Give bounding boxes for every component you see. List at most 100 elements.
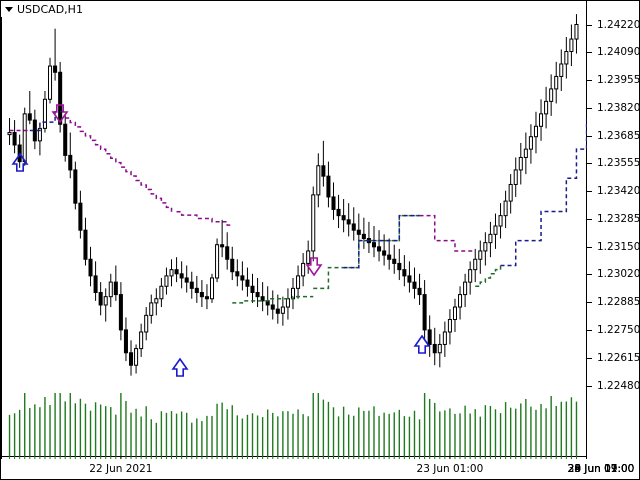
candle-body [93,275,98,294]
symbol-bar[interactable]: USDCAD,H1 [1,1,83,17]
candle-body [78,202,83,231]
candle-body [159,285,164,300]
candle-body [123,329,128,354]
candle-body [230,258,235,273]
price-axis-tick [587,302,592,303]
candle-body [280,306,285,314]
candle-body [235,271,240,277]
sell-signal-arrow-icon[interactable] [305,257,323,277]
price-axis-label: 1.23420 [597,184,640,197]
candle-body [346,219,351,225]
time-axis: 22 Jun 2021 23 Jun 01:00 23 Jun 17:00 24 Ju… [1,463,640,479]
price-axis-label: 1.23685 [597,129,640,142]
candle-body [7,132,12,136]
time-axis-label: 28 Jun 09:00 [567,463,635,475]
price-axis-tick [587,358,592,359]
candle-body [554,75,559,90]
candle-body [154,298,159,304]
candle-body [493,225,498,235]
candle-body [498,215,503,227]
candle-body [341,215,346,221]
candle-body [53,65,58,73]
candle-body [134,348,139,366]
price-plot-area[interactable] [1,1,587,459]
candle-body [260,296,265,302]
candle-body [73,169,78,204]
candle-body [402,269,407,277]
candle-body [42,98,47,129]
candle-body [58,71,63,125]
candle-body [199,292,204,298]
price-axis-label: 1.22885 [597,295,640,308]
candle-body [432,343,437,354]
buy-signal-arrow-icon[interactable] [171,357,189,377]
candle-body [356,229,361,235]
trend-stop-line-bullish [313,214,420,290]
candle-body [447,319,452,333]
candle-body [306,250,311,264]
price-axis-tick [587,274,592,275]
candle-body [559,63,564,77]
price-axis-label: 1.24220 [597,18,640,31]
price-axis-tick [587,386,592,387]
candle-body [442,331,447,345]
candle-body [336,208,341,217]
price-axis-tick [587,136,592,137]
candle-body [139,331,144,350]
candle-body [63,123,68,156]
candle-body [22,113,27,163]
candle-body [189,281,194,289]
candle-body [88,258,93,277]
candle-body [37,127,42,142]
candle-body [513,169,518,185]
candle-body [549,88,554,102]
candle-body [250,285,255,294]
time-axis-label: 29 Jun 01:00 [567,463,635,475]
candle-body [361,233,366,239]
candle-body [194,287,199,294]
candle-body [48,65,53,100]
price-axis-label: 1.22750 [597,323,640,336]
candle-body [518,156,523,171]
candle-body [174,269,179,275]
time-axis-label: 25 Jun 17:00 [567,463,635,475]
buy-signal-arrow-icon[interactable] [413,334,431,354]
buy-signal-arrow-icon[interactable] [11,152,29,172]
time-axis-label: 23 Jun 17:00 [567,463,635,475]
candle-body [240,275,245,281]
candle-body [427,329,432,345]
candle-body [204,296,209,300]
time-axis-label: 23 Jun 01:00 [416,463,484,475]
candle-body [245,279,250,287]
sell-signal-arrow-icon[interactable] [51,104,69,124]
candle-body [301,262,306,277]
candle-body [285,298,290,308]
price-axis-tick [587,191,592,192]
price-axis-tick [587,219,592,220]
candle-body [412,281,417,289]
candle-body [473,258,478,271]
candle-body [483,242,488,252]
candle-body [371,242,377,248]
candle-body [270,304,275,310]
candle-body [377,246,382,252]
candle-body [215,244,220,279]
price-axis: 1.24220 1.24090 1.23955 1.23820 1.23685 1.235… [597,1,640,459]
chevron-down-icon[interactable] [5,6,13,12]
price-axis-tick [587,25,592,26]
price-axis-label: 1.23285 [597,212,640,225]
price-axis-label: 1.23820 [597,101,640,114]
candle-body [103,296,108,306]
candle-body [149,302,154,316]
candle-body [539,113,544,127]
price-axis-label: 1.23150 [597,240,640,253]
candle-body [382,250,387,256]
price-axis-tick [587,330,592,331]
candle-body [478,250,483,260]
candle-body [220,244,225,248]
chart-canvas[interactable] [1,1,587,459]
candle-body [108,281,113,298]
price-axis-label: 1.22615 [597,351,640,364]
candle-body [311,194,316,252]
